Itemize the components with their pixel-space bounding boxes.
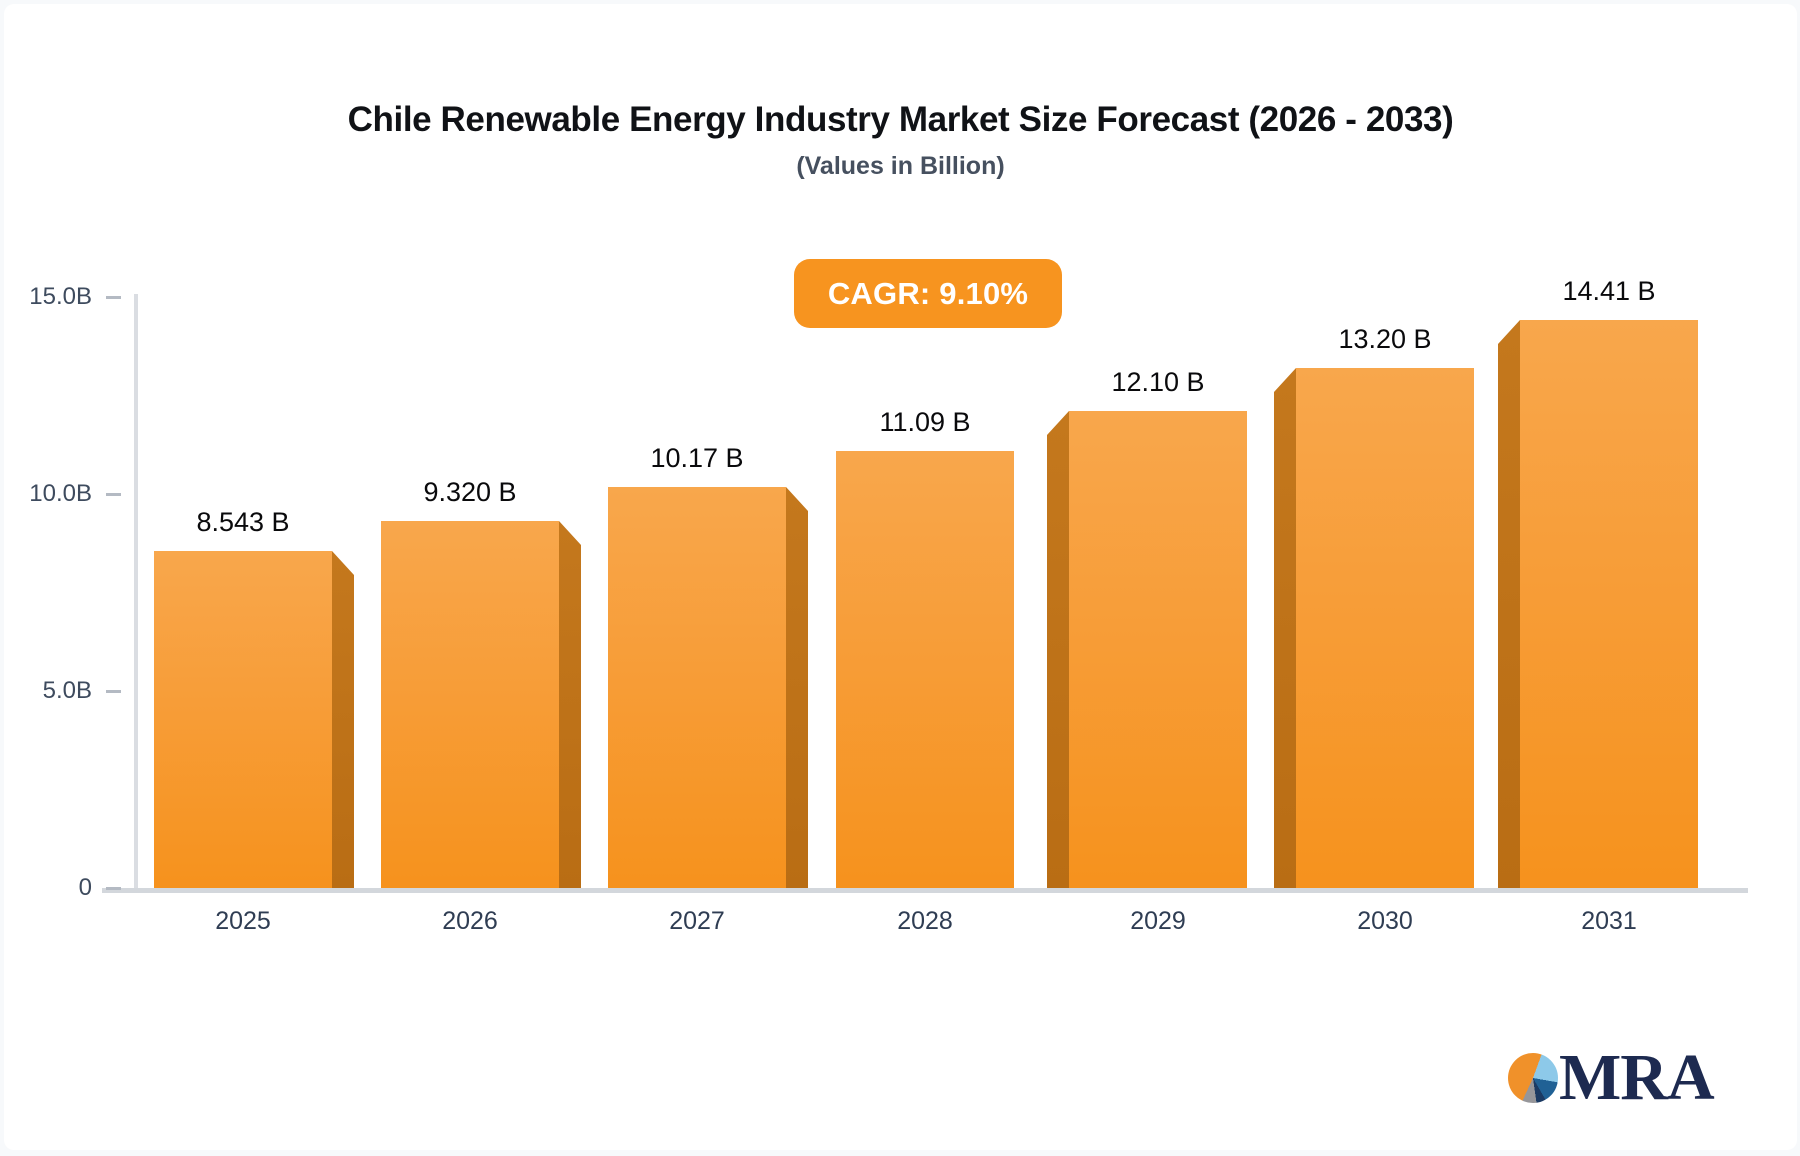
cagr-badge-label: CAGR: 9.10% xyxy=(827,275,1029,311)
cagr-badge: CAGR: 9.10% xyxy=(794,259,1062,328)
bar-value-label: 14.41 B xyxy=(1562,276,1656,306)
bar-side-face xyxy=(332,551,354,888)
bar-2030 xyxy=(1296,368,1474,888)
y-axis-tick-mark xyxy=(106,887,121,890)
bar-value-label: 13.20 B xyxy=(1338,324,1432,354)
x-axis-label: 2028 xyxy=(897,907,953,935)
x-axis-label: 2025 xyxy=(215,907,271,935)
x-axis-label: 2027 xyxy=(669,907,725,935)
bar-value-label: 11.09 B xyxy=(879,407,971,437)
chart-subtitle: (Values in Billion) xyxy=(796,152,1005,180)
bar-value-label: 12.10 B xyxy=(1111,367,1205,397)
bar-side-face xyxy=(786,487,808,888)
chart-card: Chile Renewable Energy Industry Market S… xyxy=(4,4,1797,1150)
bar-2029 xyxy=(1069,411,1247,888)
y-axis-tick-label: 15.0B xyxy=(29,283,92,310)
x-axis-label: 2029 xyxy=(1130,907,1186,935)
bar-value-label: 8.543 B xyxy=(196,507,290,537)
bar-2027 xyxy=(608,487,786,888)
bar-2026 xyxy=(381,521,559,888)
bar-value-label: 10.17 B xyxy=(650,443,744,473)
mra-logo: MRA xyxy=(1508,1041,1715,1114)
bar-side-face xyxy=(1498,320,1520,888)
bar-side-face xyxy=(1274,368,1296,888)
y-axis-tick-mark xyxy=(106,493,121,496)
y-axis-tick-label: 0 xyxy=(78,874,92,901)
x-axis-label: 2030 xyxy=(1357,907,1413,935)
y-axis-tick-label: 5.0B xyxy=(42,677,92,704)
y-axis-tick-label: 10.0B xyxy=(29,480,92,507)
y-axis-line xyxy=(134,294,138,892)
chart-title: Chile Renewable Energy Industry Market S… xyxy=(347,100,1454,139)
bar-2025 xyxy=(154,551,332,888)
bar-value-label: 9.320 B xyxy=(423,477,517,507)
x-axis-label: 2026 xyxy=(442,907,498,935)
logo-text: MRA xyxy=(1559,1041,1715,1114)
y-axis-tick-mark xyxy=(106,690,121,693)
bar-2028 xyxy=(836,451,1014,888)
y-axis-tick-mark xyxy=(106,296,121,299)
pie-chart-logo-icon xyxy=(1508,1053,1558,1103)
bar-side-face xyxy=(559,521,581,888)
x-axis-label: 2031 xyxy=(1581,907,1637,935)
bar-side-face xyxy=(1047,411,1069,888)
bar-2031 xyxy=(1520,320,1698,888)
x-axis-line xyxy=(102,888,1748,893)
